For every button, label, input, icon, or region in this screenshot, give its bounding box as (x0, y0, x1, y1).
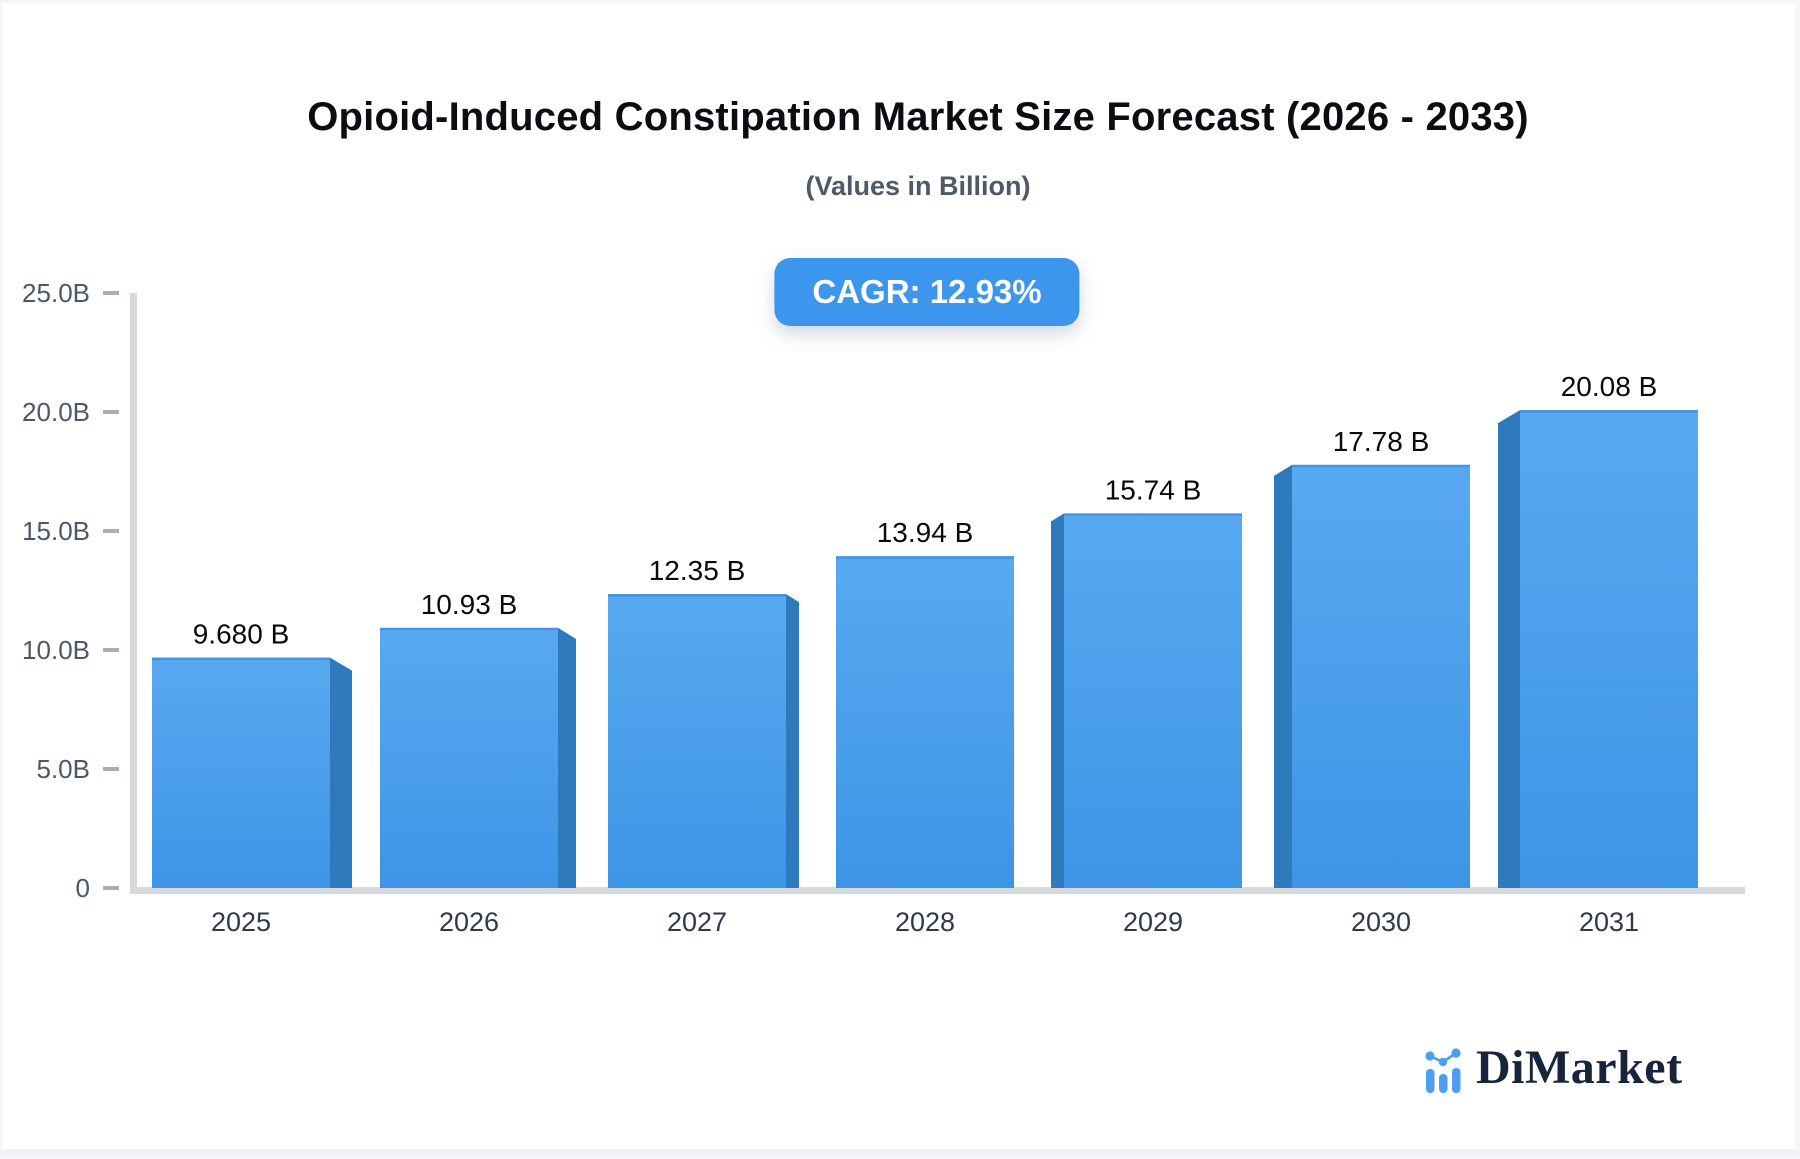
chart-subtitle: (Values in Billion) (805, 171, 1031, 201)
bar-top-edge (608, 594, 786, 597)
bar-front-face (836, 556, 1014, 888)
x-category-label: 2027 (667, 907, 727, 937)
y-tick-dash (103, 410, 119, 414)
bar-top-edge (380, 627, 558, 631)
bar-2028[interactable] (836, 556, 1014, 888)
x-category-label: 2031 (1579, 907, 1639, 937)
chart-title: Opioid-Induced Constipation Market Size … (307, 95, 1529, 139)
bar-side-face (1051, 513, 1064, 888)
bar-2030[interactable] (1274, 464, 1470, 888)
y-tick-dash (103, 767, 119, 771)
bar-value-label: 13.94 B (877, 517, 974, 548)
y-tick-label: 10.0B (22, 635, 90, 665)
bar-top-edge (1520, 410, 1698, 413)
bar-chart-plot: 0 5.0B 10.0B 15.0B 20.0B 25.0B 9.680 B 2025 10.9… (22, 278, 1745, 937)
bar-value-label: 9.680 B (193, 619, 290, 650)
bar-2029[interactable] (1051, 513, 1242, 888)
cagr-badge: CAGR: 12.93% (774, 258, 1080, 326)
bar-front-face (1292, 464, 1470, 888)
bar-top-edge (1292, 464, 1470, 468)
y-tick-label: 20.0B (22, 397, 90, 427)
y-tick-label: 0 (76, 873, 90, 903)
bar-2027[interactable] (608, 594, 799, 888)
bar-2025[interactable] (152, 657, 352, 888)
bar-top-edge (836, 556, 1014, 559)
bar-side-face (786, 594, 799, 888)
bar-front-face (608, 594, 786, 888)
bar-top-edge (1064, 513, 1242, 516)
x-axis-line (130, 887, 1745, 894)
bar-top-edge (152, 657, 330, 661)
bar-value-label: 20.08 B (1561, 371, 1658, 402)
x-category-label: 2030 (1351, 907, 1411, 937)
chart-card: Opioid-Induced Constipation Market Size … (2, 3, 1795, 1149)
bar-side-face (558, 627, 576, 888)
y-tick-dash (103, 291, 119, 295)
x-category-label: 2029 (1123, 907, 1183, 937)
bar-2026[interactable] (380, 627, 576, 888)
bar-side-face (330, 657, 352, 888)
bar-value-label: 10.93 B (421, 589, 518, 620)
bar-chart-logo-icon (1425, 1048, 1461, 1093)
x-category-label: 2025 (211, 907, 271, 937)
y-tick-dash (103, 529, 119, 533)
y-tick-dash (103, 648, 119, 652)
bar-2031[interactable] (1498, 410, 1698, 888)
y-tick-dash (103, 886, 119, 890)
x-category-label: 2026 (439, 907, 499, 937)
bar-side-face (1498, 410, 1520, 888)
bar-front-face (152, 657, 330, 888)
x-category-label: 2028 (895, 907, 955, 937)
bar-side-face (1274, 464, 1292, 888)
bar-front-face (380, 627, 558, 888)
dimarket-logo[interactable]: DiMarket (1423, 1043, 1683, 1093)
bar-value-label: 17.78 B (1333, 426, 1430, 457)
bar-front-face (1520, 410, 1698, 888)
y-axis-line (130, 293, 137, 894)
bar-value-label: 15.74 B (1105, 474, 1202, 505)
y-tick-label: 15.0B (22, 516, 90, 546)
y-tick-label: 5.0B (37, 754, 91, 784)
bar-value-label: 12.35 B (649, 555, 746, 586)
dimarket-logo-text: DiMarket (1476, 1041, 1683, 1094)
y-tick-label: 25.0B (22, 278, 90, 308)
bar-front-face (1064, 513, 1242, 888)
page-bottom-edge (0, 1149, 1800, 1156)
